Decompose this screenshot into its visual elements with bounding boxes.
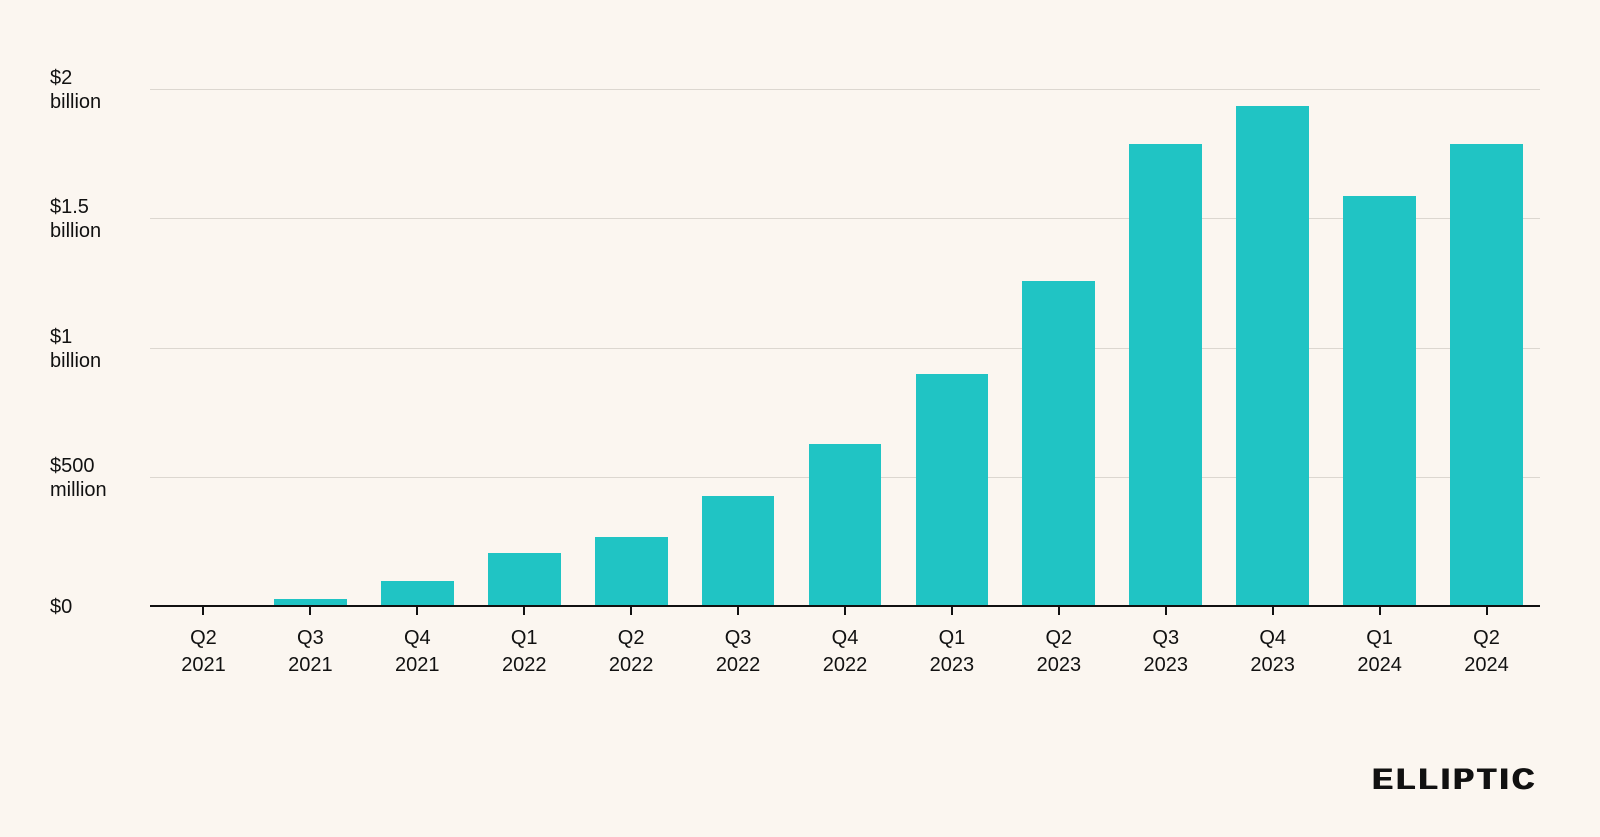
y-axis-label: $1.5 billion <box>50 195 142 243</box>
bar <box>381 581 454 607</box>
y-axis-label: $500 million <box>50 454 142 502</box>
bar-slot: Q2 2022 <box>578 90 685 607</box>
bar <box>595 537 668 607</box>
x-axis-label: Q3 2023 <box>1144 607 1189 679</box>
bar-slot: Q1 2022 <box>471 90 578 607</box>
bar-slot: Q4 2022 <box>792 90 899 607</box>
bar-slot: Q2 2023 <box>1005 90 1112 607</box>
x-axis-label: Q1 2023 <box>930 607 975 679</box>
x-axis-label: Q2 2021 <box>181 607 226 679</box>
chart-area: $0$500 million$1 billion$1.5 billion$2 b… <box>60 90 1540 677</box>
x-axis-label: Q1 2024 <box>1357 607 1402 679</box>
y-axis-label: $2 billion <box>50 66 142 114</box>
x-axis-label: Q1 2022 <box>502 607 547 679</box>
x-axis-label: Q2 2024 <box>1464 607 1509 679</box>
bar <box>809 444 882 607</box>
bars-container: Q2 2021Q3 2021Q4 2021Q1 2022Q2 2022Q3 20… <box>150 90 1540 607</box>
x-axis-label: Q4 2022 <box>823 607 868 679</box>
y-axis-label: $0 <box>50 595 142 619</box>
x-axis-baseline <box>150 605 1540 607</box>
bar <box>1450 144 1523 607</box>
brand-logo: ELLIPTIC <box>1373 763 1538 797</box>
chart-canvas: $0 $500 million $1 billion $1.5 billion $2 b… <box>0 0 1600 837</box>
bar-slot: Q1 2023 <box>898 90 1005 607</box>
bar <box>702 496 775 607</box>
bar <box>1129 144 1202 607</box>
x-axis-label: Q4 2023 <box>1250 607 1295 679</box>
bar <box>1022 281 1095 607</box>
bar-slot: Q3 2023 <box>1112 90 1219 607</box>
plot-area: $0$500 million$1 billion$1.5 billion$2 b… <box>150 90 1540 607</box>
bar-slot: Q3 2022 <box>685 90 792 607</box>
bar-slot: Q4 2021 <box>364 90 471 607</box>
x-axis-label: Q3 2022 <box>716 607 761 679</box>
bar-slot: Q3 2021 <box>257 90 364 607</box>
bar <box>1343 196 1416 607</box>
bar <box>1236 106 1309 607</box>
bar <box>488 553 561 607</box>
x-axis-label: Q2 2022 <box>609 607 654 679</box>
x-axis-label: Q2 2023 <box>1037 607 1082 679</box>
y-axis-label: $1 billion <box>50 325 142 373</box>
bar-slot: Q2 2024 <box>1433 90 1540 607</box>
bar-slot: Q1 2024 <box>1326 90 1433 607</box>
bar <box>916 374 989 607</box>
bar-slot: Q4 2023 <box>1219 90 1326 607</box>
x-axis-label: Q4 2021 <box>395 607 440 679</box>
bar-slot: Q2 2021 <box>150 90 257 607</box>
x-axis-label: Q3 2021 <box>288 607 333 679</box>
